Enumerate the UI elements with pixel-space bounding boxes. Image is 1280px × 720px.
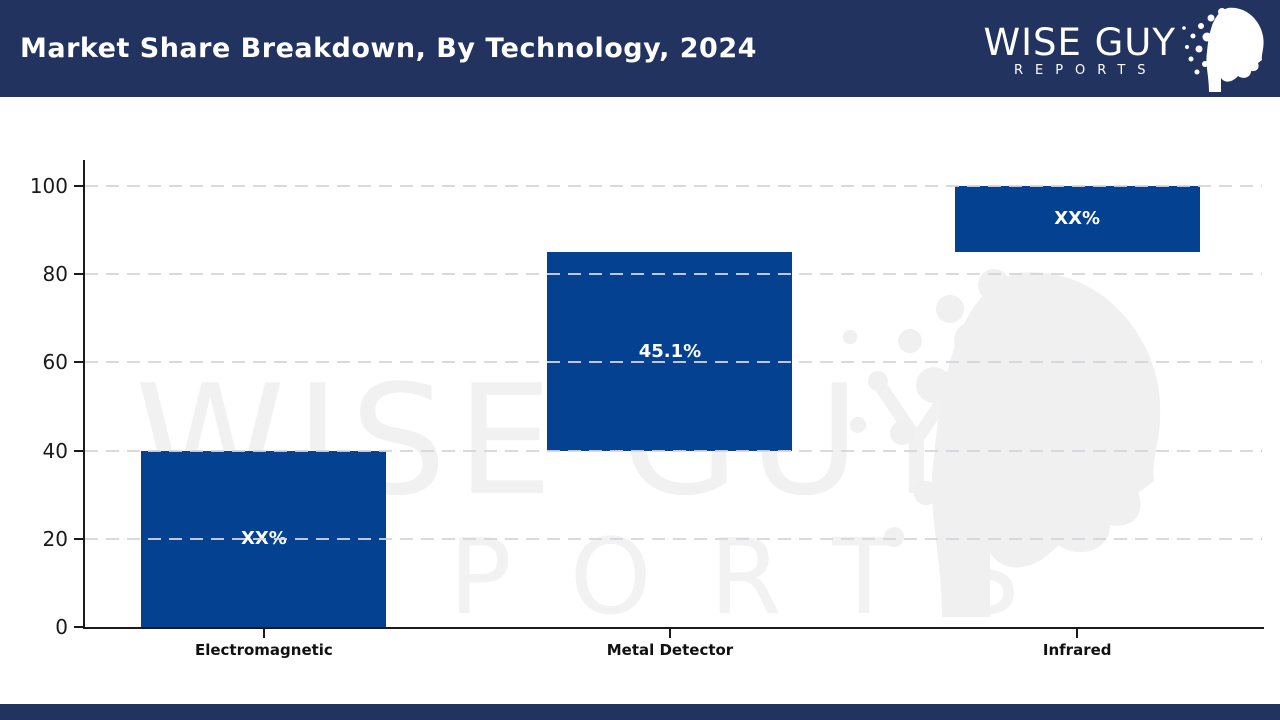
dotted-head-icon (1178, 4, 1270, 96)
logo-text: WISE GUY REPORTS (983, 21, 1176, 78)
gridline-40 (85, 449, 1262, 452)
header-bar: Market Share Breakdown, By Technology, 2… (0, 0, 1280, 97)
chart-area: WISE GUY REPORTS 0 20 40 60 80 100 XX% Electrom… (0, 97, 1280, 704)
bar-metal-detector: 45.1% (547, 251, 793, 451)
bar-infrared: XX% (954, 186, 1200, 252)
bar-value-label: XX% (1054, 208, 1101, 230)
gridline-80 (85, 273, 1262, 276)
category-label: Electromagnetic (194, 641, 333, 659)
x-axis-line (83, 627, 1264, 629)
logo-wordmark: WISE GUY (983, 21, 1176, 65)
wise-guy-reports-logo: WISE GUY REPORTS (984, 4, 1270, 96)
y-tick-mark (74, 626, 83, 628)
category-label: Metal Detector (606, 641, 734, 659)
y-tick-label: 60 (42, 350, 68, 375)
bar-value-label: 45.1% (638, 340, 702, 362)
y-tick-label: 100 (29, 174, 68, 198)
chart-title: Market Share Breakdown, By Technology, 2… (20, 33, 757, 64)
y-tick-mark (74, 449, 83, 452)
y-tick-mark (74, 537, 83, 540)
y-tick-mark (74, 273, 83, 276)
gridline-60 (85, 361, 1262, 364)
watermark-head-icon (810, 217, 1210, 641)
y-axis-line (83, 160, 85, 629)
y-tick-label: 40 (42, 438, 68, 463)
gridline-100 (85, 185, 1262, 187)
x-tick-mark (1076, 629, 1079, 638)
gridline-20 (85, 537, 1262, 540)
y-tick-label: 0 (55, 615, 68, 639)
footer-bar (0, 704, 1280, 720)
category-label: Infrared (1042, 641, 1112, 659)
y-tick-label: 20 (42, 526, 68, 551)
x-tick-mark (262, 629, 265, 638)
plot-region: 0 20 40 60 80 100 XX% Electromagnetic 45.1% Metal… (30, 160, 1264, 659)
x-tick-mark (668, 629, 671, 638)
y-tick-mark (74, 361, 83, 364)
y-tick-label: 80 (42, 262, 68, 287)
y-tick-mark (74, 185, 83, 187)
logo-subtitle: REPORTS (1013, 62, 1158, 78)
